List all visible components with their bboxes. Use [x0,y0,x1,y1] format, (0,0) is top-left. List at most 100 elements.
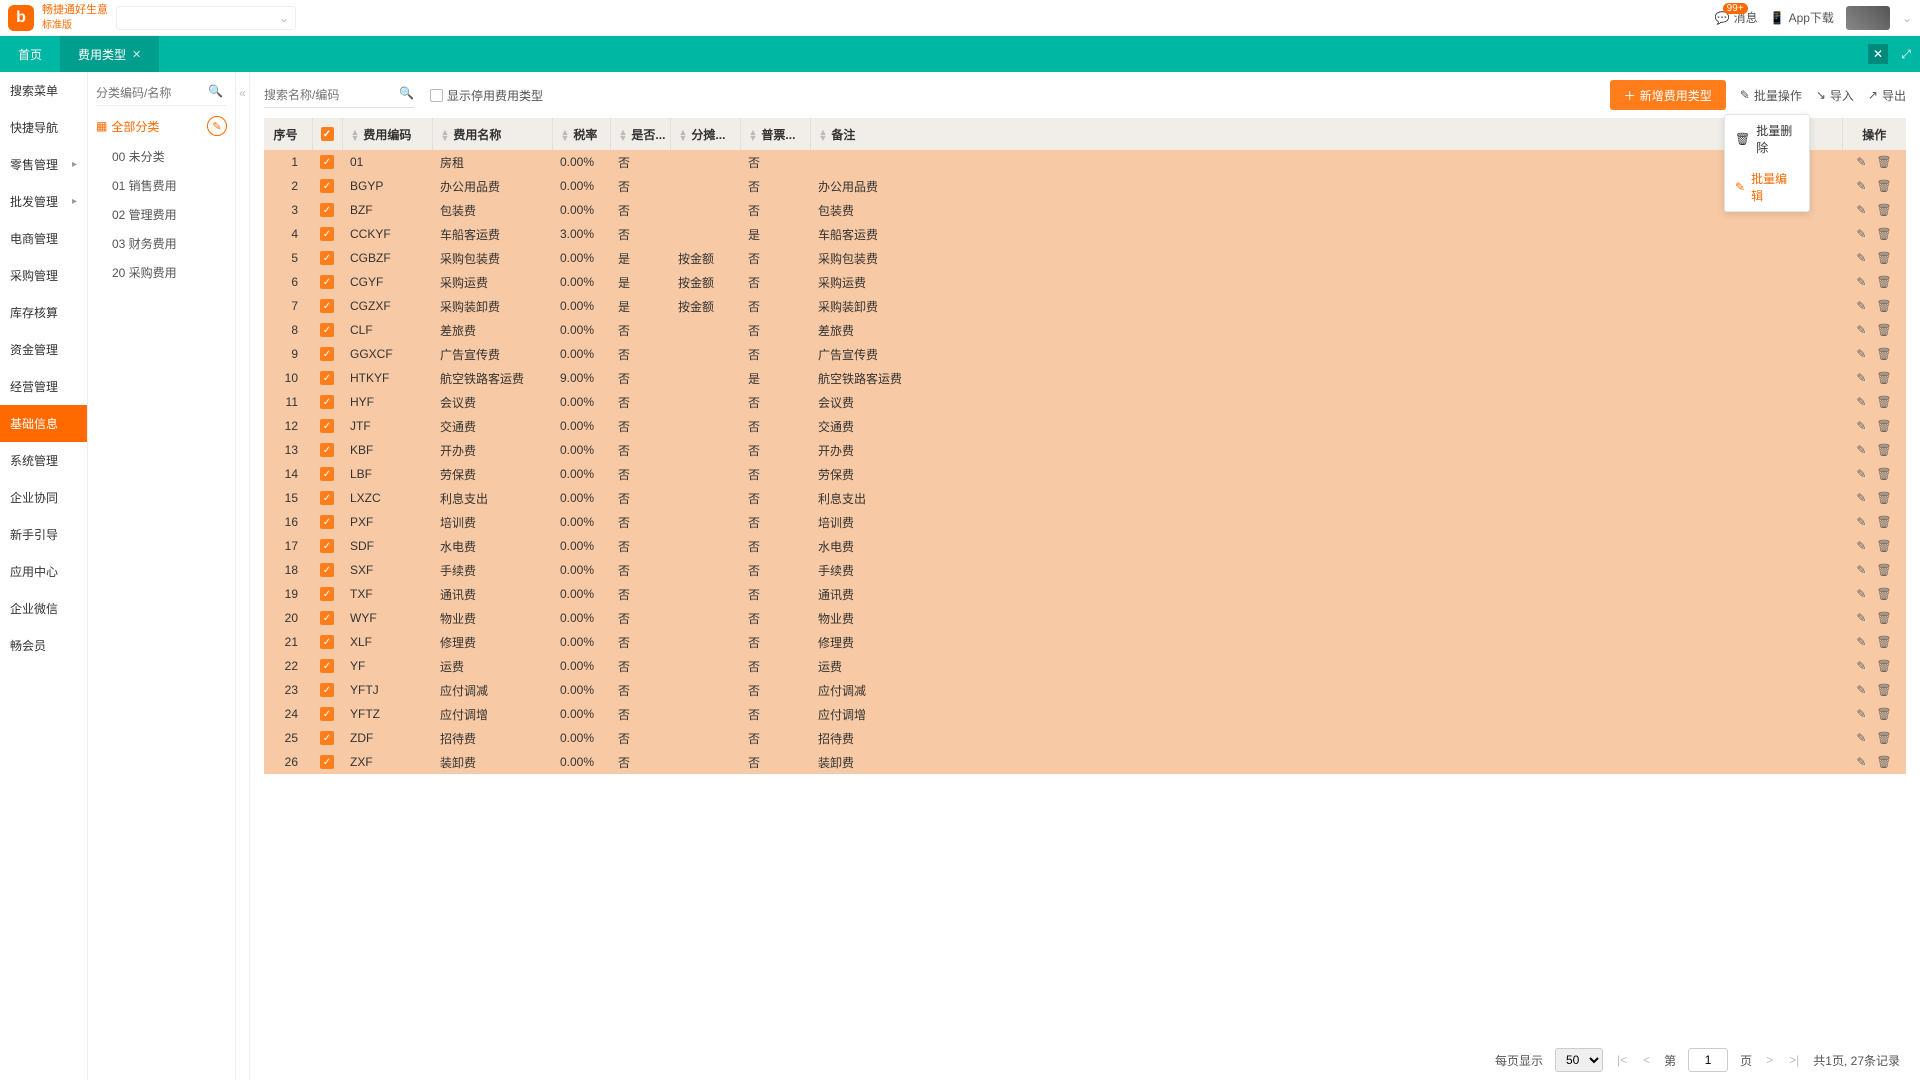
col-rate[interactable]: ▲▼税率 [552,118,610,150]
row-edit-button[interactable]: ✎ [1856,347,1866,361]
table-row[interactable]: 7 ✓ CGZXF 采购装卸费 0.00% 是 按金额 否 采购装卸费 ✎🗑 [264,294,1906,318]
show-disabled-checkbox[interactable]: 显示停用费用类型 [430,87,543,104]
sidebar-item[interactable]: 畅会员 [0,627,87,664]
row-delete-button[interactable]: 🗑 [1876,227,1891,241]
table-row[interactable]: 11 ✓ HYF 会议费 0.00% 否 否 会议费 ✎🗑 [264,390,1906,414]
cell-checkbox[interactable]: ✓ [312,702,342,726]
table-row[interactable]: 15 ✓ LXZC 利息支出 0.00% 否 否 利息支出 ✎🗑 [264,486,1906,510]
row-edit-button[interactable]: ✎ [1856,299,1866,313]
cell-checkbox[interactable]: ✓ [312,414,342,438]
cell-checkbox[interactable]: ✓ [312,462,342,486]
row-delete-button[interactable]: 🗑 [1876,299,1891,313]
row-edit-button[interactable]: ✎ [1856,419,1866,433]
col-name[interactable]: ▲▼费用名称 [432,118,552,150]
table-row[interactable]: 9 ✓ GGXCF 广告宣传费 0.00% 否 否 广告宣传费 ✎🗑 [264,342,1906,366]
table-row[interactable]: 8 ✓ CLF 差旅费 0.00% 否 否 差旅费 ✎🗑 [264,318,1906,342]
row-edit-button[interactable]: ✎ [1856,611,1866,625]
table-row[interactable]: 10 ✓ HTKYF 航空铁路客运费 9.00% 否 是 航空铁路客运费 ✎🗑 [264,366,1906,390]
row-edit-button[interactable]: ✎ [1856,683,1866,697]
row-delete-button[interactable]: 🗑 [1876,659,1891,673]
row-delete-button[interactable]: 🗑 [1876,731,1891,745]
row-delete-button[interactable]: 🗑 [1876,419,1891,433]
row-edit-button[interactable]: ✎ [1856,251,1866,265]
row-edit-button[interactable]: ✎ [1856,371,1866,385]
avatar-chevron-icon[interactable]: ⌄ [1902,11,1912,25]
cell-checkbox[interactable]: ✓ [312,558,342,582]
cell-checkbox[interactable]: ✓ [312,534,342,558]
row-edit-button[interactable]: ✎ [1856,755,1866,769]
row-delete-button[interactable]: 🗑 [1876,203,1891,217]
row-delete-button[interactable]: 🗑 [1876,323,1891,337]
row-delete-button[interactable]: 🗑 [1876,251,1891,265]
table-row[interactable]: 6 ✓ CGYF 采购运费 0.00% 是 按金额 否 采购运费 ✎🗑 [264,270,1906,294]
table-row[interactable]: 3 ✓ BZF 包装费 0.00% 否 否 包装费 ✎🗑 [264,198,1906,222]
app-download-button[interactable]: 📱 App下载 [1770,9,1834,26]
row-delete-button[interactable]: 🗑 [1876,347,1891,361]
table-row[interactable]: 26 ✓ ZXF 装卸费 0.00% 否 否 装卸费 ✎🗑 [264,750,1906,774]
pager-next-button[interactable]: > [1764,1053,1775,1067]
pager-prev-button[interactable]: < [1641,1053,1652,1067]
table-row[interactable]: 21 ✓ XLF 修理费 0.00% 否 否 修理费 ✎🗑 [264,630,1906,654]
cell-checkbox[interactable]: ✓ [312,510,342,534]
table-row[interactable]: 2 ✓ BGYP 办公用品费 0.00% 否 否 办公用品费 ✎🗑 [264,174,1906,198]
cell-checkbox[interactable]: ✓ [312,318,342,342]
col-checkbox[interactable]: ✓ [312,118,342,150]
row-delete-button[interactable]: 🗑 [1876,587,1891,601]
table-row[interactable]: 13 ✓ KBF 开办费 0.00% 否 否 开办费 ✎🗑 [264,438,1906,462]
row-edit-button[interactable]: ✎ [1856,467,1866,481]
row-delete-button[interactable]: 🗑 [1876,179,1891,193]
row-edit-button[interactable]: ✎ [1856,323,1866,337]
sidebar-item[interactable]: 经营管理 [0,368,87,405]
row-edit-button[interactable]: ✎ [1856,179,1866,193]
sidebar-item[interactable]: 系统管理 [0,442,87,479]
export-button[interactable]: ↗导出 [1868,87,1906,104]
row-edit-button[interactable]: ✎ [1856,707,1866,721]
row-delete-button[interactable]: 🗑 [1876,443,1891,457]
row-delete-button[interactable]: 🗑 [1876,467,1891,481]
tree-edit-button[interactable]: ✎ [207,116,227,136]
row-delete-button[interactable]: 🗑 [1876,395,1891,409]
row-delete-button[interactable]: 🗑 [1876,371,1891,385]
row-edit-button[interactable]: ✎ [1856,491,1866,505]
row-edit-button[interactable]: ✎ [1856,155,1866,169]
cell-checkbox[interactable]: ✓ [312,606,342,630]
import-button[interactable]: ↘导入 [1816,87,1854,104]
sidebar-item[interactable]: 资金管理 [0,331,87,368]
add-fee-type-button[interactable]: ＋ 新增费用类型 [1610,80,1726,110]
batch-edit-item[interactable]: ✎批量编辑 [1725,163,1809,211]
batch-ops-button[interactable]: ✎批量操作 [1740,87,1802,104]
row-delete-button[interactable]: 🗑 [1876,491,1891,505]
sidebar-item[interactable]: 批发管理▸ [0,183,87,220]
row-edit-button[interactable]: ✎ [1856,443,1866,457]
table-row[interactable]: 4 ✓ CCKYF 车船客运费 3.00% 否 是 车船客运费 ✎🗑 [264,222,1906,246]
page-size-select[interactable]: 50 [1555,1048,1603,1072]
messages-button[interactable]: 💬 消息 99+ [1715,9,1758,26]
cell-checkbox[interactable]: ✓ [312,630,342,654]
cell-checkbox[interactable]: ✓ [312,366,342,390]
cell-checkbox[interactable]: ✓ [312,486,342,510]
sidebar-item[interactable]: 基础信息 [0,405,87,442]
table-row[interactable]: 1 ✓ 01 房租 0.00% 否 否 ✎🗑 [264,150,1906,174]
tab-close-icon[interactable]: ✕ [132,48,141,61]
tree-all-categories[interactable]: ▦ 全部分类 [96,118,159,135]
row-edit-button[interactable]: ✎ [1856,659,1866,673]
org-selector[interactable]: ⌄ [116,6,296,30]
row-edit-button[interactable]: ✎ [1856,275,1866,289]
row-delete-button[interactable]: 🗑 [1876,611,1891,625]
search-icon[interactable]: 🔍 [399,86,414,100]
sidebar-item[interactable]: 电商管理 [0,220,87,257]
row-edit-button[interactable]: ✎ [1856,395,1866,409]
sidebar-item[interactable]: 快捷导航 [0,109,87,146]
sidebar-item[interactable]: 企业协同 [0,479,87,516]
table-row[interactable]: 12 ✓ JTF 交通费 0.00% 否 否 交通费 ✎🗑 [264,414,1906,438]
tabbar-close-button[interactable]: ✕ [1868,44,1888,64]
row-edit-button[interactable]: ✎ [1856,731,1866,745]
page-input[interactable] [1688,1048,1728,1072]
tree-item[interactable]: 03 财务费用 [96,229,227,258]
row-delete-button[interactable]: 🗑 [1876,707,1891,721]
batch-delete-item[interactable]: 🗑批量删除 [1725,115,1809,163]
col-ticket[interactable]: ▲▼普票... [740,118,810,150]
tree-item[interactable]: 01 销售费用 [96,171,227,200]
pager-last-button[interactable]: >| [1787,1053,1801,1067]
tab-home[interactable]: 首页 [0,36,60,72]
